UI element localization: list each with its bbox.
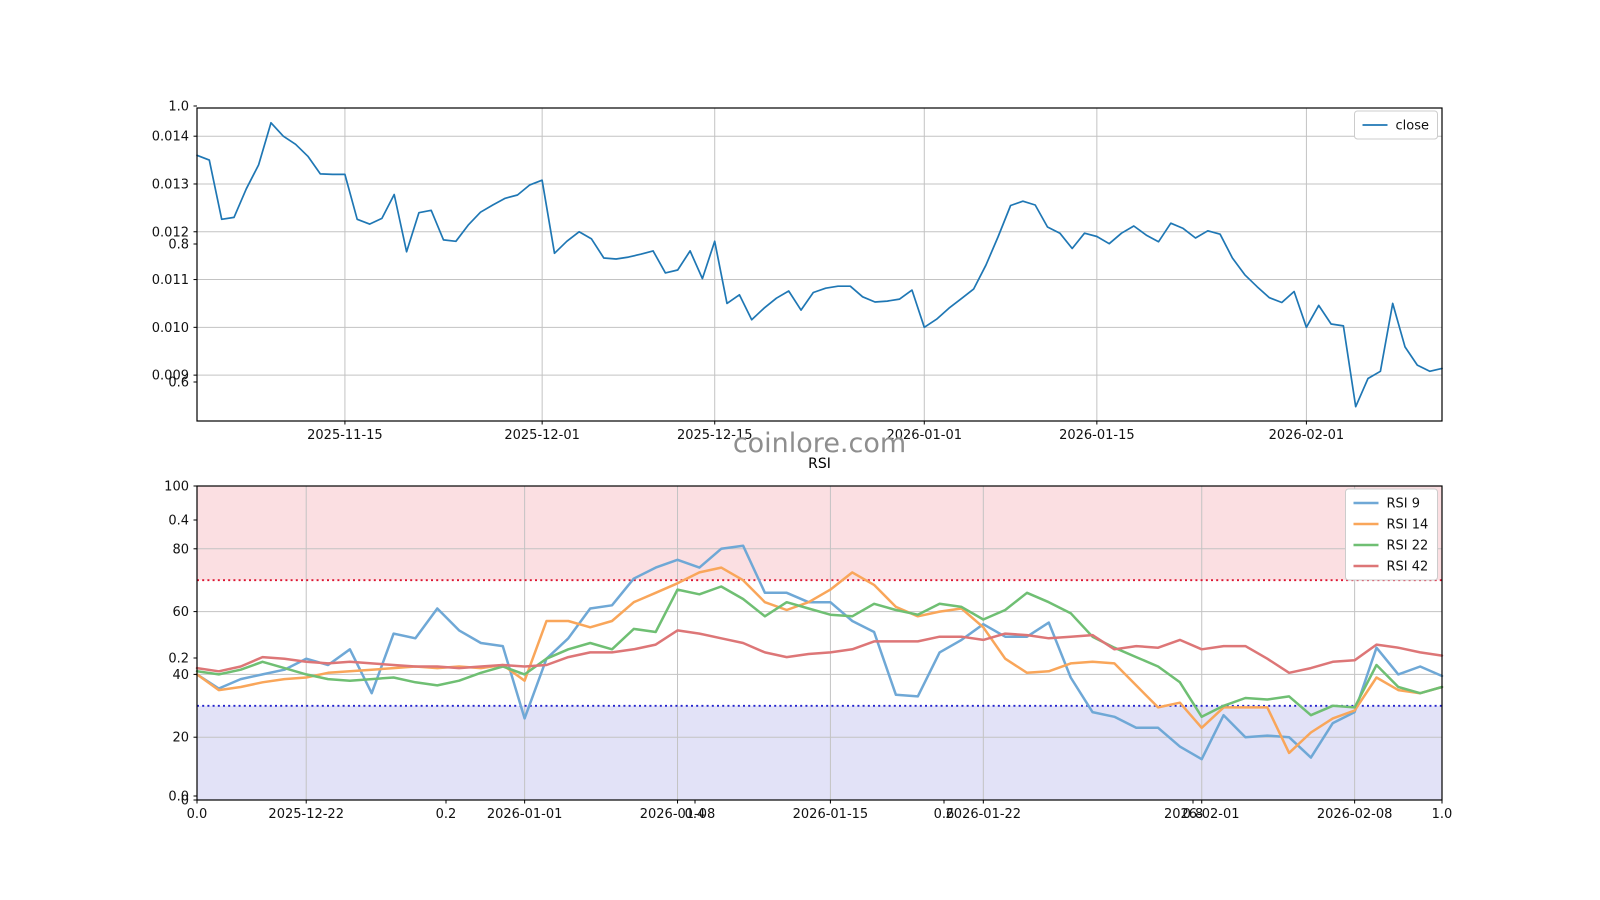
price-axes-frame: [196, 107, 1443, 422]
hidden-x-tick-label: 1.0: [1432, 807, 1453, 822]
legend-box: [1345, 488, 1438, 581]
rsi-axes-x-tick-label: 2026-01-22: [946, 807, 1022, 822]
hidden-y-tick-label: 0.0: [168, 790, 189, 805]
rsi-axes-y-tick-label: 40: [172, 668, 189, 683]
hidden-unit-axis: 1.0 0.8 0.6 0.4 0.2 0.0 0.0 0.2 0.4 0.6 0.8 1.0: [168, 100, 1452, 823]
price-axes-x-tick-label: 2025-12-01: [504, 428, 580, 443]
rsi-axes-y-tick-label: 80: [172, 542, 189, 557]
legend-label: RSI 22: [1387, 539, 1429, 554]
rsi-axes-x-tick-label: 2026-01-15: [793, 807, 869, 822]
rsi-axes-x-tick-label: 2026-02-01: [1164, 807, 1240, 822]
rsi-axes-y-tick-label: 20: [172, 731, 189, 746]
legend-label: RSI 9: [1387, 497, 1421, 512]
price-axes-y-tick-label: 0.013: [152, 177, 189, 192]
hidden-y-tick-label: 0.8: [168, 238, 189, 253]
hidden-y-tick-label: 0.2: [168, 652, 189, 667]
price-axes-x-tick-label: 2026-01-01: [886, 428, 962, 443]
legend-label: RSI 14: [1387, 518, 1429, 533]
price-axes-y-tick-label: 0.011: [152, 273, 189, 288]
price-axes: 0.014 0.013 0.012 0.011 0.010 0.009 2025-11-15…: [152, 107, 1443, 443]
rsi-axes-y-tick-label: 100: [164, 480, 189, 495]
oversold-band: [197, 705, 1442, 800]
rsi-axes-frame: [196, 485, 1443, 801]
rsi-axes-x-tick-label: 2026-01-01: [487, 807, 563, 822]
hidden-y-tick-label: 0.6: [168, 376, 189, 391]
legend-label: RSI 42: [1387, 560, 1429, 575]
price-axes-x-tick-label: 2025-11-15: [307, 428, 383, 443]
price-axes-legend: close: [1354, 110, 1438, 140]
price-axes-series-0: [196, 121, 1443, 408]
hidden-y-tick-label: 0.4: [168, 514, 189, 529]
hidden-x-tick-label: 0.8: [1183, 807, 1204, 822]
price-axes-y-tick-label: 0.009: [152, 369, 189, 384]
hidden-x-tick-label: 0.0: [187, 807, 208, 822]
hidden-y-tick-label: 1.0: [168, 100, 189, 115]
rsi-axes-y-tick-label: 0: [181, 794, 189, 809]
rsi-axes-series-1: [195, 566, 1444, 755]
price-axes-y-tick-label: 0.010: [152, 321, 189, 336]
rsi-axes-legend: RSI 9 RSI 14 RSI 22 RSI 42: [1345, 488, 1438, 581]
price-axes-y-tick-label: 0.014: [152, 130, 189, 145]
rsi-axes-x-tick-label: 2025-12-22: [268, 807, 344, 822]
legend-label: close: [1396, 119, 1429, 134]
rsi-axes-series-2: [195, 585, 1444, 719]
overbought-band: [197, 486, 1442, 581]
legend-box: [1354, 110, 1438, 140]
rsi-axes: 100 80 60 40 20 0 2025-12-22 2026-01-01 2026-01-…: [164, 480, 1444, 822]
rsi-axes-y-tick-label: 60: [172, 605, 189, 620]
price-axes-x-tick-label: 2026-01-15: [1059, 428, 1135, 443]
rsi-axes-x-tick-label: 2026-02-08: [1317, 807, 1393, 822]
rsi-chart-title: RSI: [808, 456, 831, 472]
price-axes-x-tick-label: 2026-02-01: [1269, 428, 1345, 443]
hidden-x-tick-label: 0.6: [934, 807, 955, 822]
rsi-axes-series-0: [195, 544, 1444, 761]
price-axes-y-tick-label: 0.012: [152, 225, 189, 240]
rsi-axes-x-tick-label: 2026-01-08: [640, 807, 716, 822]
rsi-axes-series-3: [195, 629, 1444, 675]
price-axes-x-tick-label: 2025-12-15: [677, 428, 753, 443]
hidden-x-tick-label: 0.2: [436, 807, 457, 822]
hidden-x-tick-label: 0.4: [685, 807, 706, 822]
